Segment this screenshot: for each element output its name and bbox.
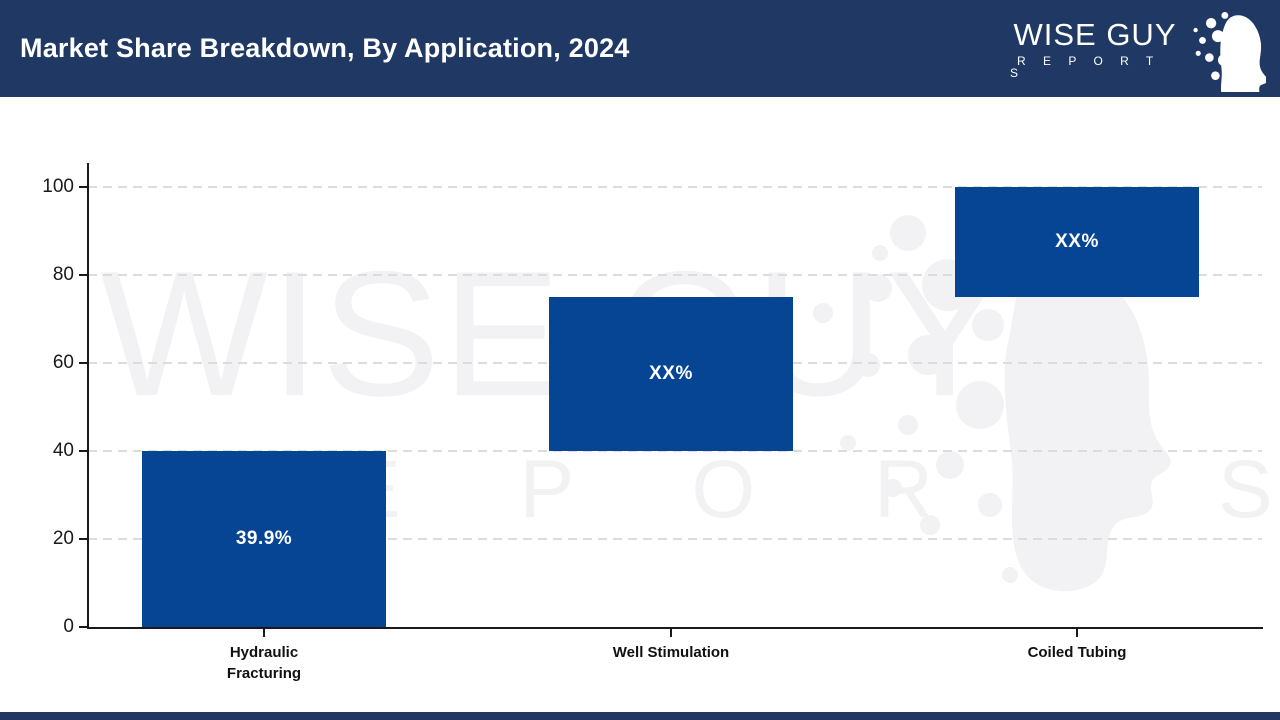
y-tick-label-80: 80 [52, 264, 74, 285]
x-tick-mark-2 [1076, 629, 1078, 637]
y-tick-mark-40 [79, 450, 87, 452]
x-axis-label-line: Fracturing [226, 665, 302, 682]
brand-head-icon [1193, 12, 1266, 92]
y-tick-mark-0 [79, 626, 87, 628]
y-tick-mark-100 [79, 186, 87, 188]
x-axis-label-hydraulic-fracturing: Hydraulic Fracturing [134, 642, 394, 684]
gridline-80 [88, 274, 1262, 276]
x-axis-label-line: Coiled Tubing [1027, 644, 1127, 661]
footer-band [0, 712, 1280, 720]
x-axis-line [87, 627, 1263, 629]
chart-area: WISE GUY R E P O R T S 0 20 40 60 80 [0, 97, 1280, 712]
page-title: Market Share Breakdown, By Application, … [20, 33, 630, 63]
bar-well-stimulation: XX% [549, 297, 793, 451]
brand-name: WISE GUY [1013, 17, 1177, 52]
brand-subtitle: R E P O R T S [1010, 54, 1161, 80]
gridline-20 [88, 538, 1262, 540]
y-tick-mark-60 [79, 362, 87, 364]
bar-value-label: XX% [649, 363, 693, 384]
bar-hydraulic-fracturing: 39.9% [142, 451, 386, 627]
x-tick-mark-1 [670, 629, 672, 637]
bar-coiled-tubing: XX% [955, 187, 1199, 297]
header-band: Market Share Breakdown, By Application, … [0, 0, 1280, 97]
x-tick-mark-0 [263, 629, 265, 637]
y-tick-mark-80 [79, 274, 87, 276]
y-tick-mark-20 [79, 538, 87, 540]
y-tick-label-100: 100 [42, 176, 74, 197]
x-axis-label-line: Hydraulic [229, 644, 299, 661]
gridline-100 [88, 186, 1262, 188]
x-axis-label-well-stimulation: Well Stimulation [541, 642, 801, 663]
y-axis-line [87, 163, 89, 629]
brand-logo-text: WISE GUY R E P O R T S [1010, 19, 1180, 79]
bar-value-label: XX% [1055, 231, 1099, 252]
y-tick-label-0: 0 [63, 616, 74, 637]
y-tick-label-40: 40 [52, 440, 74, 461]
x-axis-label-coiled-tubing: Coiled Tubing [947, 642, 1207, 663]
gridline-40 [88, 450, 1262, 452]
x-axis-label-line: Well Stimulation [612, 644, 730, 661]
y-tick-label-60: 60 [52, 352, 74, 373]
brand-logo: WISE GUY R E P O R T S [1010, 6, 1266, 92]
bar-value-label: 39.9% [235, 528, 293, 549]
y-tick-label-20: 20 [52, 528, 74, 549]
